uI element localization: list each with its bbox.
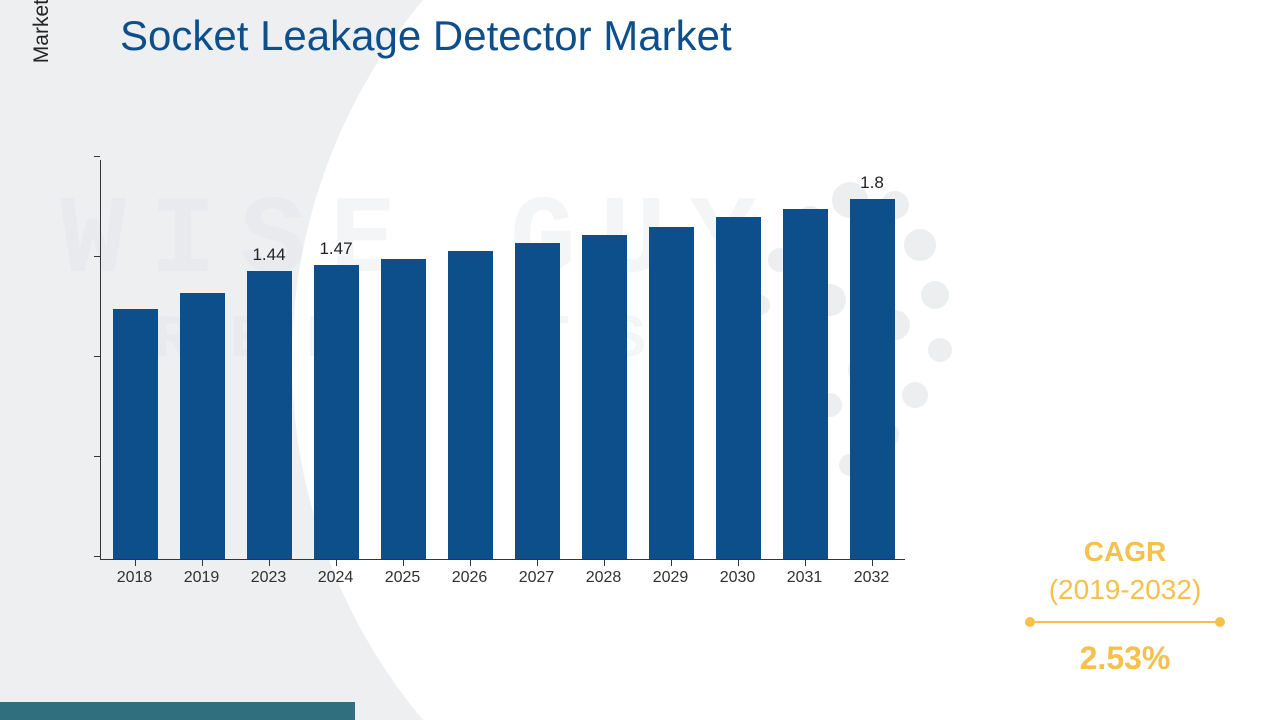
- x-label: 2026: [440, 569, 500, 587]
- chart-title: Socket Leakage Detector Market: [120, 12, 732, 60]
- bar-wrap: [180, 159, 225, 559]
- y-axis-label: Market Value in USD Billion: [30, 0, 54, 160]
- x-tick: [537, 560, 538, 566]
- bar-value-label: 1.8: [842, 173, 902, 193]
- bar: [649, 227, 694, 559]
- bar: [716, 217, 761, 559]
- bar: [850, 199, 895, 559]
- x-label: 2023: [239, 569, 299, 587]
- x-tick: [403, 560, 404, 566]
- x-label: 2027: [507, 569, 567, 587]
- x-label: 2031: [775, 569, 835, 587]
- bar-value-label: 1.44: [239, 245, 299, 265]
- cagr-rule: [1030, 621, 1220, 623]
- x-tick: [470, 560, 471, 566]
- x-tick: [202, 560, 203, 566]
- x-label: 2032: [842, 569, 902, 587]
- cagr-label: CAGR: [1000, 533, 1250, 571]
- bar-wrap: [582, 159, 627, 559]
- cagr-value: 2.53%: [1000, 637, 1250, 680]
- logo-word-wise: WISE: [986, 18, 1078, 55]
- x-tick: [738, 560, 739, 566]
- bar: [582, 235, 627, 559]
- bar-wrap: [448, 159, 493, 559]
- bar: [113, 309, 158, 559]
- cagr-period: (2019-2032): [1000, 571, 1250, 609]
- bar-wrap: [381, 159, 426, 559]
- x-label: 2028: [574, 569, 634, 587]
- y-tick: [94, 156, 100, 157]
- logo-word-guy: GUY: [1090, 18, 1168, 55]
- bar-wrap: [783, 159, 828, 559]
- bar-wrap: 1.44: [247, 159, 292, 559]
- x-ticks: 2018 2019 2023 2024 2025 2026 2027 2028 2029 2030…: [100, 560, 905, 600]
- logo: WISE GUY REPORTS: [986, 18, 1256, 75]
- bar: [180, 293, 225, 559]
- plot: 1.44 1.47 1.8: [100, 160, 905, 560]
- x-label: 2029: [641, 569, 701, 587]
- bar-wrap: [515, 159, 560, 559]
- bar: [314, 265, 359, 559]
- x-tick: [269, 560, 270, 566]
- x-tick: [671, 560, 672, 566]
- canvas: WISE GUY REPORTS Socket Leakage Detector…: [0, 0, 1280, 720]
- bar: [448, 251, 493, 559]
- x-tick: [336, 560, 337, 566]
- x-label: 2024: [306, 569, 366, 587]
- bar: [381, 259, 426, 559]
- x-label: 2030: [708, 569, 768, 587]
- chart-area: 1.44 1.47 1.8 2018 2019 2023 2024 2025 2026 2027…: [65, 160, 905, 610]
- bar: [247, 271, 292, 559]
- bar-wrap: 1.8: [850, 159, 895, 559]
- cagr-block: CAGR (2019-2032) 2.53%: [1000, 533, 1250, 680]
- x-label: 2019: [172, 569, 232, 587]
- bar-wrap: [113, 159, 158, 559]
- bar: [783, 209, 828, 559]
- x-label: 2018: [105, 569, 165, 587]
- x-tick: [604, 560, 605, 566]
- x-label: 2025: [373, 569, 433, 587]
- logo-head-icon: [1158, 24, 1244, 120]
- bar-wrap: 1.47: [314, 159, 359, 559]
- bar-wrap: [716, 159, 761, 559]
- bottom-left-tab: [0, 702, 355, 720]
- bar: [515, 243, 560, 559]
- x-tick: [805, 560, 806, 566]
- x-tick: [135, 560, 136, 566]
- x-tick: [872, 560, 873, 566]
- bar-wrap: [649, 159, 694, 559]
- bar-value-label: 1.47: [306, 239, 366, 259]
